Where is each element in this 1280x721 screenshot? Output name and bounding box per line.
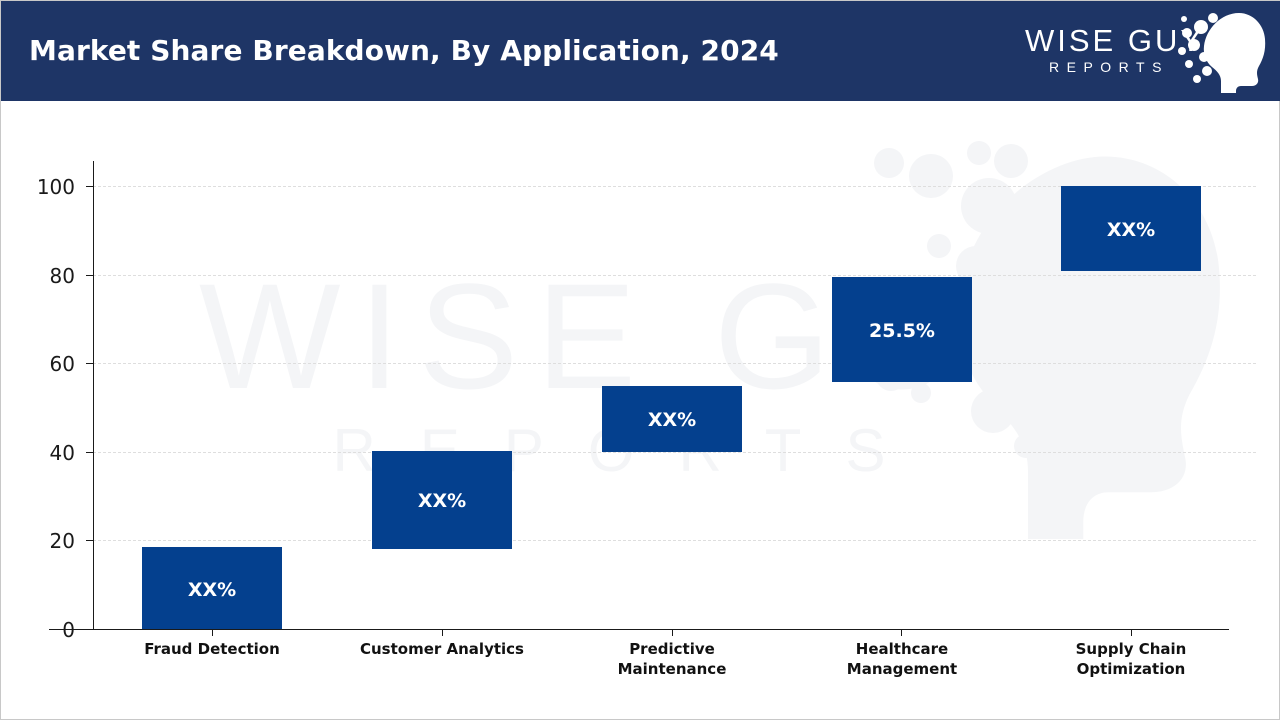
ytick-mark-100 <box>86 186 93 187</box>
xtick-mark-2 <box>672 629 673 636</box>
bar-supply-chain-optimization[interactable]: XX% <box>1061 186 1201 271</box>
xtick-label-line: Management <box>846 660 958 678</box>
page-header: Market Share Breakdown, By Application, … <box>1 1 1280 101</box>
x-axis-spine <box>49 629 1229 630</box>
xtick-label-line: Fraud Detection <box>144 640 280 658</box>
xtick-label-fraud-detection: Fraud Detection <box>112 639 312 659</box>
xtick-label-line: Customer Analytics <box>360 640 524 658</box>
ytick-label-0: 0 <box>62 618 75 642</box>
bar-label-3: 25.5% <box>869 320 935 342</box>
bar-fraud-detection[interactable]: XX% <box>142 547 282 629</box>
gridline-80 <box>93 275 1256 276</box>
waterfall-chart: WISE GUY REPORTS <box>1 101 1280 721</box>
xtick-label-predictive-maintenance: Predictive Maintenance <box>572 639 772 679</box>
xtick-mark-0 <box>212 629 213 636</box>
ytick-mark-20 <box>86 540 93 541</box>
ytick-mark-80 <box>86 275 93 276</box>
wise-guy-reports-logo: WISE GUY REPORTS <box>1011 7 1273 95</box>
page-title: Market Share Breakdown, By Application, … <box>29 34 779 67</box>
ytick-label-80: 80 <box>49 264 75 288</box>
y-axis-spine <box>93 161 94 630</box>
bar-predictive-maintenance[interactable]: XX% <box>602 386 742 452</box>
xtick-label-line: Maintenance <box>617 660 727 678</box>
xtick-mark-3 <box>901 629 902 636</box>
ytick-mark-0 <box>86 629 93 630</box>
logo-subtext: REPORTS <box>1049 59 1169 75</box>
bar-label-0: XX% <box>187 579 237 601</box>
bar-label-2: XX% <box>647 409 697 431</box>
xtick-mark-1 <box>442 629 443 636</box>
bar-customer-analytics[interactable]: XX% <box>372 451 512 549</box>
logo-wordmark: WISE GUY <box>1025 23 1205 58</box>
ytick-label-20: 20 <box>49 529 75 553</box>
xtick-label-supply-chain-optimization: Supply Chain Optimization <box>1031 639 1231 679</box>
ytick-label-40: 40 <box>49 441 75 465</box>
head-profile-dots-icon <box>1178 13 1266 93</box>
xtick-label-line: Supply Chain <box>1075 640 1187 658</box>
ytick-label-60: 60 <box>49 352 75 376</box>
xtick-label-customer-analytics: Customer Analytics <box>342 639 542 659</box>
bar-label-4: XX% <box>1106 219 1156 241</box>
bar-label-1: XX% <box>417 490 467 512</box>
bar-healthcare-management[interactable]: 25.5% <box>832 277 972 382</box>
gridline-20 <box>93 540 1256 541</box>
xtick-mark-4 <box>1131 629 1132 636</box>
gridline-60 <box>93 363 1256 364</box>
ytick-mark-40 <box>86 452 93 453</box>
ytick-label-100: 100 <box>36 175 75 199</box>
gridline-40 <box>93 452 1256 453</box>
ytick-mark-60 <box>86 363 93 364</box>
xtick-label-line: Optimization <box>1076 660 1186 678</box>
xtick-label-line: Predictive <box>629 640 715 658</box>
xtick-label-line: Healthcare <box>855 640 949 658</box>
xtick-label-healthcare-management: Healthcare Management <box>802 639 1002 679</box>
gridline-100 <box>93 186 1256 187</box>
